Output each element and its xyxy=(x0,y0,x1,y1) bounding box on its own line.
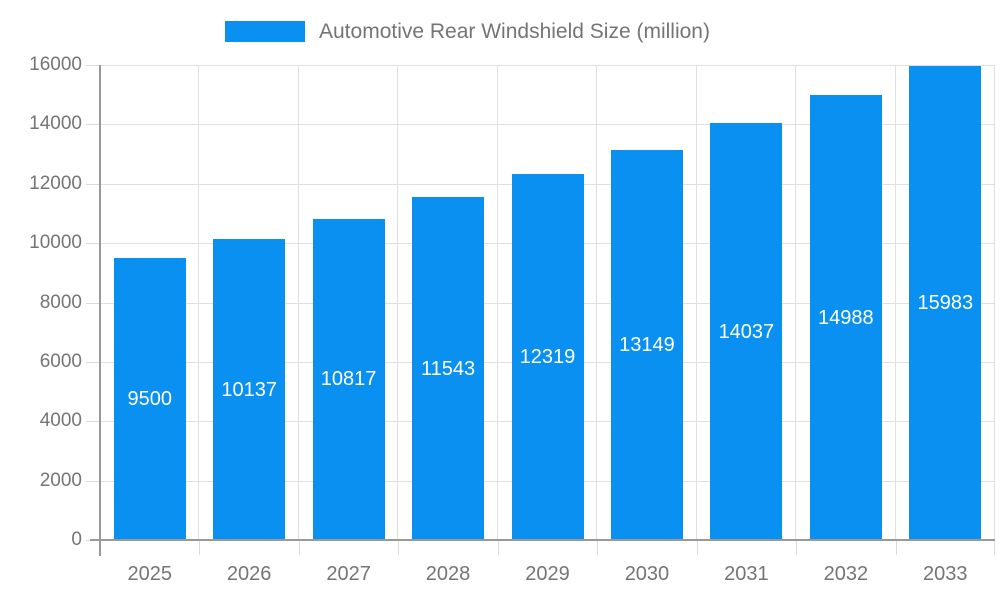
bar-value-label: 14988 xyxy=(818,306,874,329)
gridline-vertical xyxy=(795,65,797,540)
x-axis-tick xyxy=(398,540,400,555)
gridline-horizontal xyxy=(100,65,995,66)
y-axis-label: 0 xyxy=(71,529,82,550)
y-axis-label: 8000 xyxy=(39,291,82,313)
bar[interactable]: 10137 xyxy=(213,239,286,540)
bar-value-label: 13149 xyxy=(619,333,675,356)
y-axis-tick xyxy=(86,124,100,126)
bar-value-label: 10817 xyxy=(320,368,377,391)
y-axis-label: 6000 xyxy=(39,350,82,372)
y-axis-label: 2000 xyxy=(39,469,82,491)
x-axis-tick xyxy=(597,540,599,555)
x-axis-label: 2025 xyxy=(127,563,172,585)
x-axis-label: 2029 xyxy=(525,563,570,585)
y-axis-tick xyxy=(86,480,100,482)
y-axis-tick xyxy=(86,302,100,304)
gridline-vertical xyxy=(596,65,598,540)
bar-value-label: 14037 xyxy=(718,320,775,343)
x-axis-label: 2031 xyxy=(724,563,769,585)
bar[interactable]: 13149 xyxy=(610,149,683,540)
y-axis-line xyxy=(99,65,101,556)
bar[interactable]: 10817 xyxy=(312,218,385,540)
gridline-vertical xyxy=(695,65,697,540)
gridline-vertical xyxy=(297,65,299,540)
gridline-horizontal xyxy=(100,124,995,126)
x-axis-label: 2032 xyxy=(823,563,869,585)
bar[interactable]: 15983 xyxy=(909,65,982,540)
legend-item[interactable]: Automotive Rear Windshield Size (million… xyxy=(225,21,710,42)
y-axis-tick xyxy=(86,183,100,185)
bar-value-label: 10137 xyxy=(221,378,277,401)
x-axis-tick xyxy=(994,540,995,555)
x-axis-label: 2028 xyxy=(425,563,471,585)
y-axis-tick xyxy=(86,65,100,66)
y-axis-label: 14000 xyxy=(29,113,82,135)
y-axis-tick xyxy=(86,421,100,423)
legend-label: Automotive Rear Windshield Size (million… xyxy=(319,20,710,43)
gridline-vertical xyxy=(397,65,399,540)
x-axis-tick xyxy=(895,540,897,555)
x-axis-tick xyxy=(497,540,499,555)
bar-value-label: 9500 xyxy=(127,387,172,410)
bar-value-label: 12319 xyxy=(519,346,576,369)
gridline-vertical xyxy=(496,65,498,540)
x-axis-label: 2033 xyxy=(923,563,968,585)
x-axis-tick xyxy=(696,540,698,555)
bar-value-label: 15983 xyxy=(917,291,974,314)
gridline-vertical xyxy=(994,65,995,540)
x-axis-label: 2026 xyxy=(226,563,272,585)
x-axis-tick xyxy=(298,540,300,555)
bar[interactable]: 14988 xyxy=(809,95,882,540)
y-axis-label: 4000 xyxy=(39,410,82,432)
y-axis-label: 10000 xyxy=(29,232,82,254)
legend-swatch xyxy=(225,21,305,42)
x-axis-tick xyxy=(796,540,798,555)
bar[interactable]: 9500 xyxy=(113,257,186,540)
x-axis-line xyxy=(90,539,995,541)
y-axis-tick xyxy=(86,243,100,245)
x-axis-tick xyxy=(199,540,201,555)
x-axis-label: 2027 xyxy=(326,563,371,585)
y-axis-tick xyxy=(86,361,100,363)
bar-value-label: 11543 xyxy=(420,357,476,380)
gridline-vertical xyxy=(198,65,200,540)
bar[interactable]: 12319 xyxy=(511,174,584,540)
bar[interactable]: 11543 xyxy=(412,197,485,540)
gridline-vertical xyxy=(894,65,896,540)
y-axis-label: 12000 xyxy=(29,172,82,194)
y-axis-label: 16000 xyxy=(29,54,82,75)
x-axis-label: 2030 xyxy=(624,563,670,585)
plot-area: 0 2000 4000 6000 8000 10000 12000 14000 16000 950… xyxy=(29,54,995,585)
bar[interactable]: 14037 xyxy=(710,123,783,540)
